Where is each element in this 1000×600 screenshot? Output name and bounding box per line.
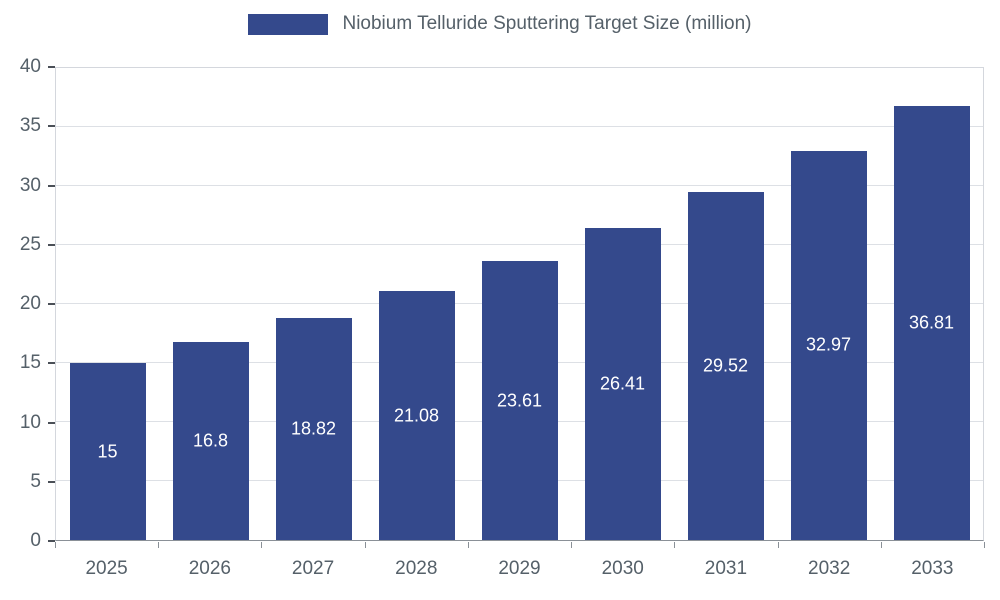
x-tick-label: 2027 <box>291 558 335 579</box>
x-tick-label: 2030 <box>601 558 644 579</box>
x-tick-label: 2032 <box>808 558 851 579</box>
y-tick-label: 5 <box>30 470 41 492</box>
bar-slot: 18.82 <box>262 68 365 540</box>
x-tick-mark <box>261 542 263 548</box>
x-tick-label: 2025 <box>85 558 128 579</box>
x-tick-mark <box>984 542 985 548</box>
y-tick-label: 40 <box>19 56 41 77</box>
x-tick-label: 2029 <box>498 558 541 579</box>
bar-2033[interactable]: 36.81 <box>893 105 970 540</box>
bar-slot: 32.97 <box>777 68 880 540</box>
x-axis: 2025 2026 2027 2028 2029 2030 2031 2032 2033 <box>55 552 984 586</box>
y-tick-mark <box>48 66 55 68</box>
legend-swatch <box>248 13 329 35</box>
x-tick-mark <box>467 542 469 548</box>
x-tick-label: 2033 <box>911 558 954 579</box>
bar-2026[interactable]: 16.8 <box>172 341 249 540</box>
y-tick-label: 0 <box>30 530 41 551</box>
bar-2031[interactable]: 29.52 <box>687 191 764 540</box>
y-tick-label: 35 <box>19 115 41 137</box>
bar-slot: 23.61 <box>468 68 571 540</box>
bar-slot: 21.08 <box>365 68 468 540</box>
y-tick-mark <box>48 125 55 128</box>
bar-value-label: 16.8 <box>192 430 229 451</box>
x-tick-mark <box>55 542 56 548</box>
bar-value-label: 15 <box>97 441 118 461</box>
bar-slot: 26.41 <box>571 68 674 540</box>
y-tick-mark <box>48 243 55 246</box>
x-tick-label: 2028 <box>395 558 438 579</box>
legend-label: Niobium Telluride Sputtering Target Size… <box>342 13 752 34</box>
bar-2030[interactable]: 26.41 <box>584 228 661 540</box>
y-tick-label: 15 <box>19 352 41 374</box>
y-tick-mark <box>48 362 55 365</box>
x-tick-mark <box>880 542 882 548</box>
bar-2028[interactable]: 21.08 <box>378 291 455 540</box>
x-tick-mark <box>571 542 573 548</box>
bar-value-label: 21.08 <box>393 405 440 426</box>
y-tick-mark <box>48 303 55 305</box>
x-tick-label: 2026 <box>188 558 231 579</box>
bar-2029[interactable]: 23.61 <box>481 261 558 540</box>
y-tick-label: 30 <box>19 174 41 196</box>
y-tick-mark <box>48 480 55 483</box>
bar-2025[interactable]: 15 <box>69 363 146 540</box>
bar-slot: 15 <box>56 68 159 540</box>
y-tick-mark <box>48 184 55 187</box>
x-axis-ticks <box>55 542 985 549</box>
bar-value-label: 18.82 <box>290 418 337 439</box>
bar-slot: 16.8 <box>159 68 262 540</box>
plot-area: 15 16.8 18.82 21.08 23.61 26.41 29.52 32.97 36.8… <box>55 67 984 541</box>
y-tick-label: 25 <box>19 233 41 255</box>
bar-value-label: 36.81 <box>908 312 955 333</box>
bar-2027[interactable]: 18.82 <box>275 317 352 540</box>
x-tick-mark <box>777 542 779 548</box>
y-tick-label: 10 <box>19 411 41 433</box>
y-axis: 0 5 10 15 20 25 30 35 40 <box>0 56 55 551</box>
bar-value-label: 26.41 <box>599 373 646 394</box>
bar-slot: 36.81 <box>880 68 983 540</box>
bar-value-label: 29.52 <box>702 355 749 376</box>
bar-slot: 29.52 <box>674 68 777 540</box>
bar-value-label: 23.61 <box>496 390 543 411</box>
bar-2032[interactable]: 32.97 <box>790 150 867 540</box>
x-tick-label: 2031 <box>704 558 748 579</box>
y-tick-mark <box>48 421 55 424</box>
x-tick-mark <box>674 542 676 548</box>
x-tick-mark <box>158 542 160 548</box>
x-tick-mark <box>364 542 366 548</box>
bar-value-label: 32.97 <box>805 334 852 355</box>
bars-container: 15 16.8 18.82 21.08 23.61 26.41 29.52 32.97 36.8… <box>56 68 983 540</box>
y-tick-mark <box>48 540 55 542</box>
y-tick-label: 20 <box>19 293 41 314</box>
legend[interactable]: Niobium Telluride Sputtering Target Size… <box>0 13 1000 35</box>
